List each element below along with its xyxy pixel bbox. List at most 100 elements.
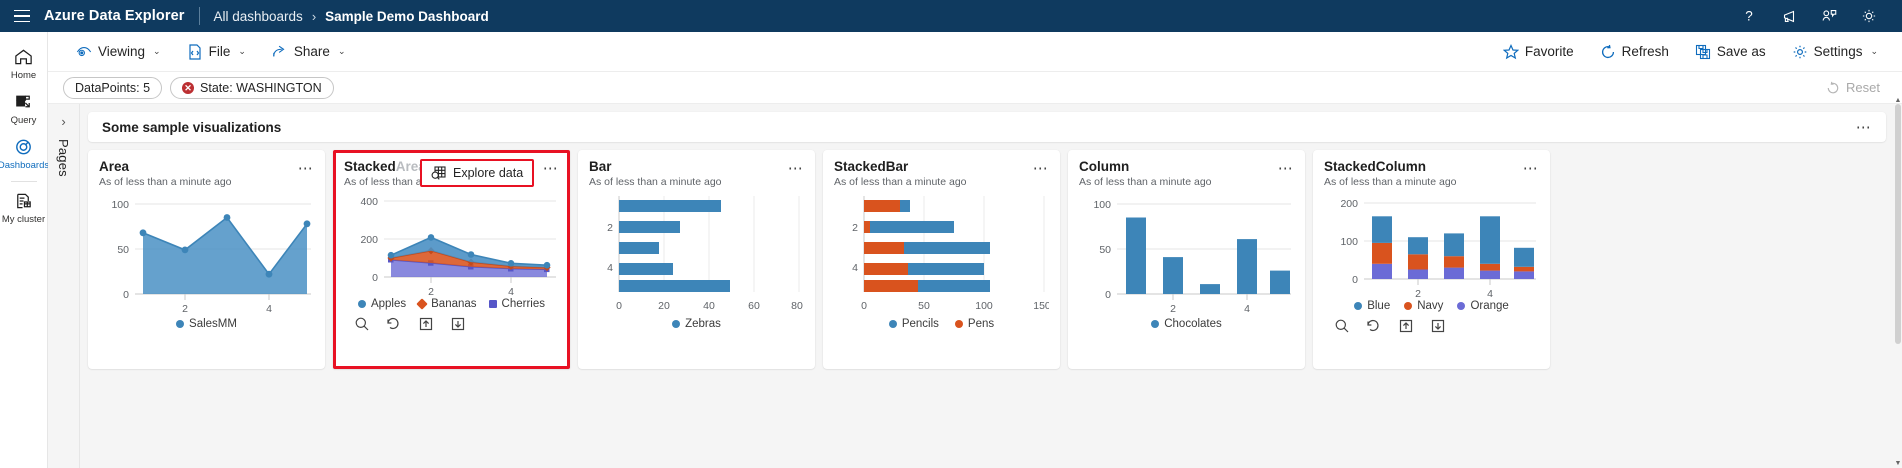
tile-stacked-column[interactable]: StackedColumn As of less than a minute a… — [1313, 150, 1550, 369]
reset-button[interactable]: Reset — [1826, 80, 1880, 95]
section-title: Some sample visualizations — [102, 119, 282, 135]
legend-item[interactable]: Apples — [357, 298, 406, 310]
vertical-scrollbar[interactable]: ▲ ▼ — [1894, 97, 1902, 468]
svg-text:2: 2 — [1415, 288, 1421, 300]
legend-label: Cherries — [501, 298, 546, 310]
filter-bar: DataPoints: 5 ✕ State: WASHINGTON Reset — [48, 72, 1902, 104]
undo-icon — [1827, 81, 1839, 93]
settings-gear-icon[interactable] — [1860, 7, 1878, 25]
tile-bar[interactable]: Bar As of less than a minute ago ⋯ 2 4 — [578, 150, 815, 369]
legend-item[interactable]: Pencils — [888, 318, 939, 330]
scroll-down-icon[interactable]: ▼ — [1894, 460, 1902, 467]
brand-title: Azure Data Explorer — [44, 8, 185, 24]
save-as-label: Save as — [1716, 44, 1766, 59]
legend-color-swatch — [416, 298, 428, 310]
legend-item[interactable]: Orange — [1457, 300, 1509, 312]
query-icon — [13, 91, 34, 113]
account-manager-icon[interactable] — [1820, 7, 1838, 25]
legend-item[interactable]: Blue — [1354, 300, 1390, 312]
legend-color-swatch — [1457, 302, 1466, 310]
tile-header: StackedBar As of less than a minute ago … — [834, 159, 1049, 188]
legend-item[interactable]: Cherries — [488, 298, 546, 310]
legend-color-swatch — [954, 320, 963, 328]
save-as-button[interactable]: Save as — [1685, 40, 1776, 64]
section-header: Some sample visualizations ⋯ — [88, 112, 1886, 142]
search-icon[interactable] — [354, 316, 370, 332]
viewing-button[interactable]: Viewing ⌄ — [66, 40, 171, 64]
filter-pill-state[interactable]: ✕ State: WASHINGTON — [170, 76, 334, 99]
tile-stacked-bar[interactable]: StackedBar As of less than a minute ago … — [823, 150, 1060, 369]
sidebar-item-query[interactable]: Query — [0, 85, 48, 130]
sidebar-item-home[interactable]: Home — [0, 40, 48, 85]
download-icon[interactable] — [1430, 318, 1446, 334]
ellipsis-icon[interactable]: ⋯ — [787, 160, 804, 177]
file-code-icon — [187, 43, 203, 60]
tile-toolbar — [1324, 318, 1539, 334]
legend-item[interactable]: Bananas — [416, 298, 477, 310]
ellipsis-icon[interactable]: ⋯ — [297, 160, 314, 177]
chevron-down-icon: ⌄ — [153, 46, 161, 56]
svg-text:200: 200 — [360, 234, 378, 246]
legend-item[interactable]: Zebras — [672, 318, 721, 330]
legend-color-swatch — [672, 320, 681, 328]
chevron-down-icon: ⌄ — [238, 46, 246, 56]
ellipsis-icon[interactable]: ⋯ — [1855, 119, 1872, 136]
favorite-button[interactable]: Favorite — [1493, 40, 1584, 64]
legend-item[interactable]: Navy — [1404, 300, 1443, 312]
svg-text:4: 4 — [508, 286, 514, 298]
share-up-icon[interactable] — [418, 316, 434, 332]
svg-text:2: 2 — [428, 286, 434, 298]
hamburger-menu-icon[interactable] — [0, 0, 44, 32]
sidebar-item-dashboards-label: Dashboards — [0, 160, 50, 171]
tile-title: Bar — [589, 159, 612, 174]
sidebar-item-dashboards[interactable]: Dashboards — [0, 130, 50, 175]
svg-text:100: 100 — [975, 300, 993, 312]
refresh-button[interactable]: Refresh — [1590, 40, 1679, 64]
chart-area: 100 50 0 2 4 — [1079, 192, 1294, 315]
close-circle-icon[interactable]: ✕ — [182, 81, 195, 94]
chart-legend: Blue Navy Orange — [1324, 300, 1539, 312]
reset-zoom-icon[interactable] — [386, 316, 402, 332]
chart-area: 100 50 0 2 4 — [99, 192, 314, 315]
ellipsis-icon[interactable]: ⋯ — [1032, 160, 1049, 177]
filter-pill-datapoints[interactable]: DataPoints: 5 — [63, 76, 163, 99]
legend-item[interactable]: SalesMM — [176, 318, 237, 330]
share-button[interactable]: Share ⌄ — [262, 40, 356, 64]
scroll-up-icon[interactable]: ▲ — [1894, 97, 1902, 104]
download-icon[interactable] — [450, 316, 466, 332]
search-icon[interactable] — [1334, 318, 1350, 334]
chart-legend: Pencils Pens — [834, 318, 1049, 330]
legend-color-swatch — [357, 300, 366, 308]
explore-data-label: Explore data — [453, 166, 524, 180]
explore-data-button[interactable]: Explore data — [420, 159, 535, 187]
ellipsis-icon[interactable]: ⋯ — [1522, 160, 1539, 177]
svg-text:4: 4 — [852, 262, 858, 274]
breadcrumb-all-dashboards[interactable]: All dashboards — [213, 8, 303, 24]
tile-stacked-area[interactable]: Explore data StackedArea As of less than… — [333, 150, 570, 369]
legend-label: Pens — [967, 318, 995, 330]
file-button[interactable]: File ⌄ — [177, 40, 256, 64]
legend-color-swatch — [1354, 302, 1363, 310]
legend-item[interactable]: Pens — [954, 318, 995, 330]
help-icon[interactable]: ? — [1740, 7, 1758, 25]
legend-item[interactable]: Chocolates — [1151, 318, 1222, 330]
feedback-megaphone-icon[interactable] — [1780, 7, 1798, 25]
scrollbar-thumb[interactable] — [1895, 104, 1901, 344]
legend-label: SalesMM — [189, 318, 237, 330]
sidebar-item-my-cluster[interactable]: My cluster — [0, 184, 48, 229]
tile-area[interactable]: Area As of less than a minute ago ⋯ 100 … — [88, 150, 325, 369]
pages-label[interactable]: Pages — [56, 139, 71, 177]
ellipsis-icon[interactable]: ⋯ — [542, 160, 559, 177]
tile-column[interactable]: Column As of less than a minute ago ⋯ 10… — [1068, 150, 1305, 369]
share-up-icon[interactable] — [1398, 318, 1414, 334]
expand-pages-chevron-icon[interactable]: › — [61, 114, 66, 129]
tile-subtitle: As of less than a minute ago — [834, 176, 967, 188]
svg-text:0: 0 — [616, 300, 622, 312]
rail-divider — [10, 181, 37, 182]
svg-text:4: 4 — [607, 262, 613, 274]
tile-toolbar — [344, 316, 559, 332]
ellipsis-icon[interactable]: ⋯ — [1277, 160, 1294, 177]
favorite-label: Favorite — [1524, 44, 1574, 59]
settings-button[interactable]: Settings ⌄ — [1782, 40, 1888, 64]
reset-zoom-icon[interactable] — [1366, 318, 1382, 334]
